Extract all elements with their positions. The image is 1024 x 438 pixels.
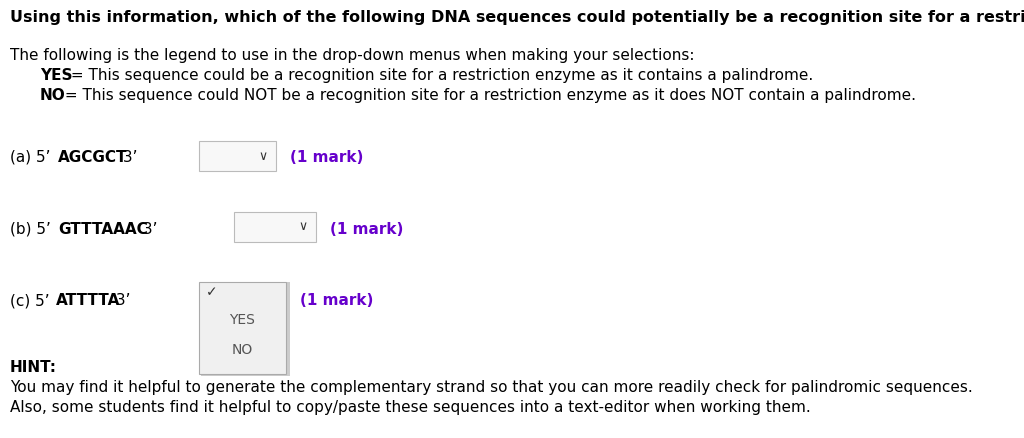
Text: 3’: 3’ — [111, 293, 130, 308]
Text: Also, some students find it helpful to copy/paste these sequences into a text-ed: Also, some students find it helpful to c… — [10, 400, 811, 415]
Text: HINT:: HINT: — [10, 360, 57, 375]
Text: 3’: 3’ — [138, 222, 158, 237]
Text: YES: YES — [40, 68, 73, 83]
Text: 3’: 3’ — [118, 150, 137, 165]
Text: ✓: ✓ — [206, 285, 218, 299]
Text: The following is the legend to use in the drop-down menus when making your selec: The following is the legend to use in th… — [10, 48, 694, 63]
Text: GTTTAAAC: GTTTAAAC — [58, 222, 147, 237]
Text: NO: NO — [40, 88, 66, 103]
FancyBboxPatch shape — [199, 282, 286, 374]
Text: (b) 5’: (b) 5’ — [10, 222, 55, 237]
FancyBboxPatch shape — [199, 141, 276, 171]
Text: ∨: ∨ — [298, 220, 307, 233]
Text: You may find it helpful to generate the complementary strand so that you can mor: You may find it helpful to generate the … — [10, 380, 973, 395]
Text: (1 mark): (1 mark) — [330, 222, 403, 237]
Text: ∨: ∨ — [258, 149, 267, 162]
Text: = This sequence could be a recognition site for a restriction enzyme as it conta: = This sequence could be a recognition s… — [66, 68, 813, 83]
Text: NO: NO — [231, 343, 253, 357]
Text: (a) 5’: (a) 5’ — [10, 150, 55, 165]
Text: YES: YES — [229, 313, 255, 327]
Text: (1 mark): (1 mark) — [300, 293, 374, 308]
Text: (1 mark): (1 mark) — [290, 150, 364, 165]
Text: ATTTTA: ATTTTA — [56, 293, 121, 308]
Text: AGCGCT: AGCGCT — [58, 150, 128, 165]
Text: Using this information, which of the following DNA sequences could potentially b: Using this information, which of the fol… — [10, 10, 1024, 25]
Text: = This sequence could NOT be a recognition site for a restriction enzyme as it d: = This sequence could NOT be a recogniti… — [60, 88, 916, 103]
FancyBboxPatch shape — [234, 212, 316, 242]
FancyBboxPatch shape — [201, 282, 290, 376]
Text: (c) 5’: (c) 5’ — [10, 293, 54, 308]
